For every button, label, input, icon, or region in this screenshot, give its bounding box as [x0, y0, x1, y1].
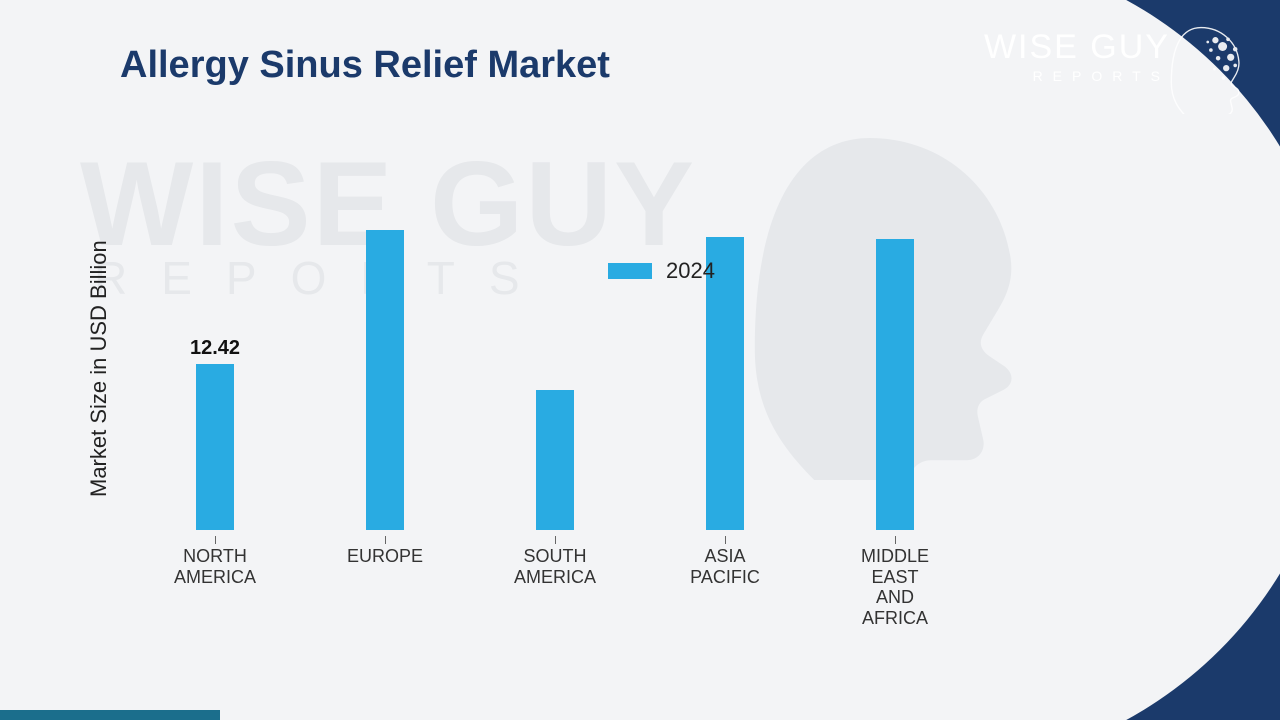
x-axis-label: SOUTHAMERICA [490, 530, 620, 640]
x-axis-label: NORTHAMERICA [150, 530, 280, 640]
x-axis-label: ASIAPACIFIC [660, 530, 790, 640]
x-labels: NORTHAMERICA EUROPE SOUTHAMERICA ASIAPACIFI… [130, 530, 980, 640]
bar-column [490, 130, 620, 530]
bar [366, 230, 404, 530]
bar [196, 364, 234, 530]
bar-column [830, 130, 960, 530]
brand-sub: REPORTS [984, 68, 1170, 84]
bar-column [660, 130, 790, 530]
legend-label: 2024 [666, 258, 715, 284]
bar-column: 12.42 [150, 130, 280, 530]
x-axis-label: EUROPE [320, 530, 450, 640]
bar-column [320, 130, 450, 530]
chart-title: Allergy Sinus Relief Market [120, 44, 610, 87]
x-tick [725, 536, 726, 544]
plot-area: 12.42 [130, 130, 980, 530]
brand-top: WISE GUY [984, 30, 1170, 64]
bottom-accent [0, 710, 220, 720]
bar-value-label: 12.42 [190, 337, 240, 360]
x-tick [215, 536, 216, 544]
bar [536, 390, 574, 530]
x-tick [555, 536, 556, 544]
brand-logo: WISE GUY REPORTS [984, 30, 1240, 84]
legend: 2024 [608, 258, 715, 284]
x-tick [895, 536, 896, 544]
bar [876, 239, 914, 530]
bar-chart: Market Size in USD Billion 12.42 NORTHAM… [60, 130, 980, 640]
legend-swatch [608, 263, 652, 279]
x-tick [385, 536, 386, 544]
bars-container: 12.42 [130, 130, 980, 530]
page: WISE GUY REPORTS Allergy Sinus Relief Ma… [0, 0, 1280, 720]
x-axis-label: MIDDLEEASTANDAFRICA [830, 530, 960, 640]
y-axis-label: Market Size in USD Billion [86, 240, 112, 497]
